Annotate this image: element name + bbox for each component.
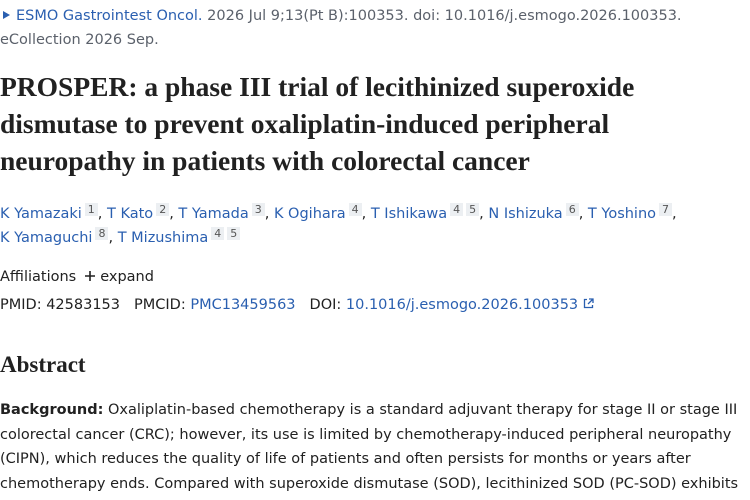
author: T Ishikawa 4 5: [370, 203, 484, 222]
identifier: DOI: 10.1016/j.esmogo.2026.100353: [310, 297, 594, 313]
affiliation-number[interactable]: 5: [227, 227, 241, 240]
author: T Kato 2: [107, 203, 174, 222]
abstract-paragraph: Background: Oxaliplatin-based chemothera…: [0, 398, 740, 496]
affiliation-number[interactable]: 7: [659, 203, 673, 216]
identifier-label: DOI:: [309, 297, 342, 313]
author-link[interactable]: N Ishizuka: [488, 206, 563, 222]
article-title: PROSPER: a phase III trial of lecithiniz…: [0, 71, 635, 176]
affiliation-number[interactable]: 2: [156, 203, 170, 216]
caret-icon: [3, 11, 10, 19]
author: T Yamada 3: [178, 203, 269, 222]
affiliation-number[interactable]: 4: [211, 227, 225, 240]
author-link[interactable]: T Yoshino: [587, 206, 657, 222]
author-link[interactable]: T Mizushima: [117, 230, 209, 246]
author: K Ogihara 4: [273, 203, 366, 222]
identifier-label: PMCID:: [134, 297, 186, 313]
author: K Yamazaki 1: [0, 203, 102, 222]
citation: ESMO Gastrointest Oncol. 2026 Jul 9;13(P…: [0, 4, 745, 52]
plus-icon: [85, 271, 96, 281]
section-label: Background:: [0, 402, 104, 418]
affiliation-number[interactable]: 4: [348, 203, 362, 216]
author-link[interactable]: T Yamada: [178, 206, 249, 222]
citation-details: 2026 Jul 9;13(Pt B):100353. doi: 10.1016…: [0, 8, 682, 48]
affiliation-number[interactable]: 3: [251, 203, 265, 216]
identifier-link[interactable]: PMC13459563: [190, 297, 296, 313]
identifier: PMCID: PMC13459563: [134, 297, 296, 313]
author: N Ishizuka 6: [488, 203, 583, 222]
author-link[interactable]: T Kato: [107, 206, 154, 222]
author-link[interactable]: T Ishikawa: [370, 206, 448, 222]
affiliation-number[interactable]: 4: [450, 203, 464, 216]
author: T Yoshino 7: [587, 203, 677, 222]
identifier: PMID: 42583153: [0, 297, 120, 313]
affiliations-label: Affiliations: [0, 269, 77, 285]
identifier-value: 42583153: [46, 297, 121, 313]
affiliation-number[interactable]: 8: [95, 227, 109, 240]
journal-link[interactable]: ESMO Gastrointest Oncol.: [16, 8, 203, 24]
author-link[interactable]: K Yamazaki: [0, 206, 82, 222]
external-link-icon: [583, 298, 594, 309]
affiliation-number[interactable]: 1: [84, 203, 98, 216]
identifiers: PMID: 42583153 PMCID: PMC13459563 DOI: 10.…: [0, 293, 608, 317]
author: T Mizushima 4 5: [117, 227, 241, 246]
identifier-link[interactable]: 10.1016/j.esmogo.2026.100353: [346, 297, 594, 313]
expand-toggle[interactable]: expand: [100, 269, 154, 285]
author-link[interactable]: K Ogihara: [273, 206, 346, 222]
affiliation-number[interactable]: 5: [466, 203, 480, 216]
affiliations: Affiliations expand: [0, 265, 154, 289]
identifier-label: PMID:: [0, 297, 42, 313]
section-text: Oxaliplatin-based chemotherapy is a stan…: [0, 402, 739, 492]
affiliation-number[interactable]: 6: [565, 203, 579, 216]
abstract-heading: Abstract: [0, 352, 86, 377]
author-link[interactable]: K Yamaguchi: [0, 230, 93, 246]
author: K Yamaguchi 8: [0, 227, 113, 246]
